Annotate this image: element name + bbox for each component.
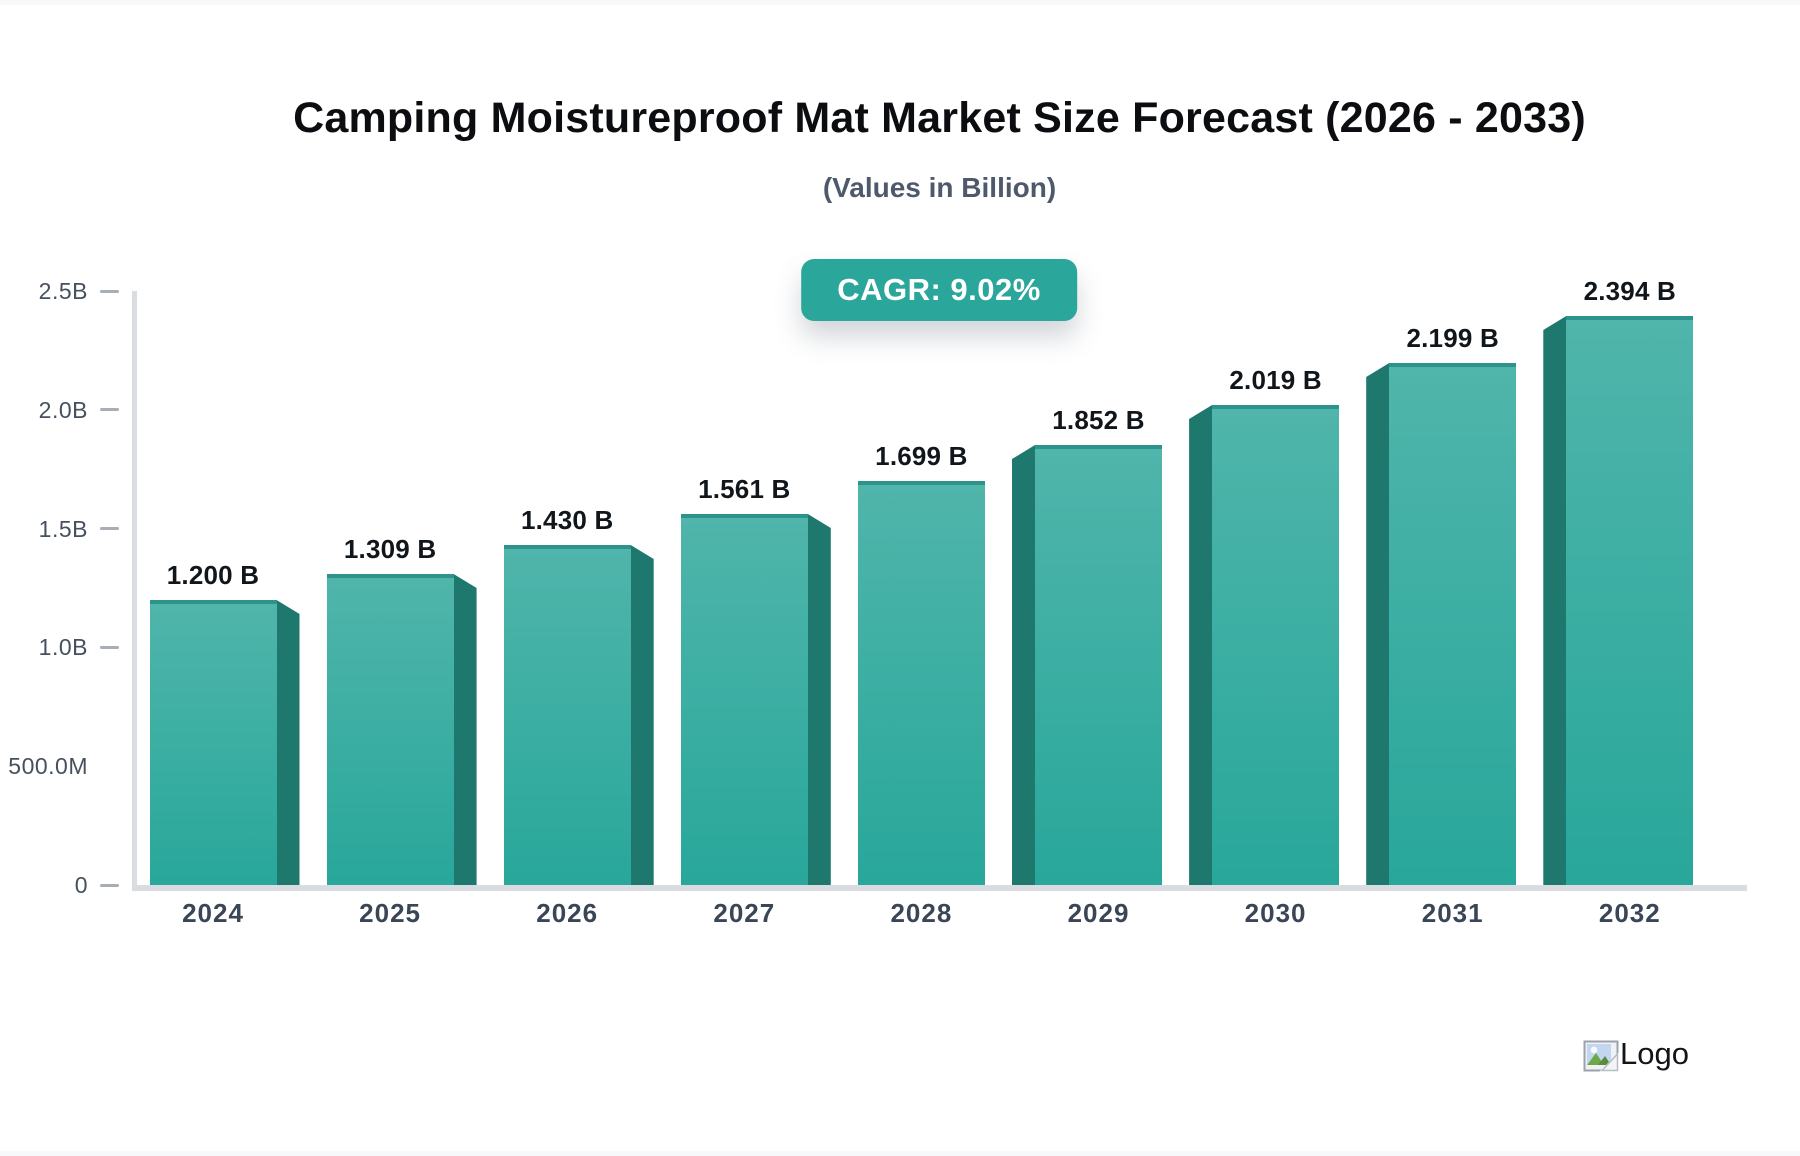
y-tick-label: 2.5B <box>38 278 88 304</box>
broken-image-icon <box>1583 1040 1619 1072</box>
y-tick-dash <box>100 883 119 887</box>
bar-value-label: 1.200 B <box>166 560 260 590</box>
y-tick-label: 0 <box>74 872 88 898</box>
bar-side <box>1012 445 1035 885</box>
x-axis-label: 2027 <box>713 898 776 928</box>
bar-face <box>857 481 985 885</box>
page-top-border <box>0 0 1800 5</box>
cagr-badge: CAGR: 9.02% <box>801 259 1077 321</box>
bar-face <box>1389 363 1517 885</box>
bar-face <box>1566 316 1694 885</box>
page-title: Camping Moistureproof Mat Market Size Fo… <box>293 94 1586 142</box>
x-axis-line <box>132 885 1747 891</box>
y-tick-dash <box>100 527 119 531</box>
bar-side <box>807 514 831 885</box>
bar-face <box>680 514 808 885</box>
x-axis-label: 2029 <box>1067 898 1130 928</box>
bar-face <box>1035 445 1162 885</box>
bar-face <box>149 600 277 885</box>
cagr-badge-label: CAGR: 9.02% <box>837 272 1041 307</box>
logo-text: Logo <box>1620 1036 1689 1071</box>
x-axis-label: 2030 <box>1244 898 1307 928</box>
bar-side <box>1543 316 1567 885</box>
x-axis-label: 2025 <box>359 898 422 928</box>
bar-side <box>1189 405 1213 885</box>
y-tick-dash <box>100 408 119 412</box>
bar-value-label: 1.561 B <box>698 474 791 504</box>
bar-side <box>1366 363 1390 885</box>
page-subtitle: (Values in Billion) <box>822 172 1057 203</box>
x-axis-label: 2031 <box>1421 898 1484 928</box>
y-tick-label: 2.0B <box>38 396 88 423</box>
y-tick-dash <box>100 645 119 649</box>
bar-value-label: 1.430 B <box>520 505 614 535</box>
bar-side <box>276 600 300 885</box>
bar-value-label: 2.394 B <box>1583 276 1677 306</box>
x-axis-label: 2024 <box>182 898 244 928</box>
page-bottom-border <box>0 1151 1800 1156</box>
bar-value-label: 1.309 B <box>343 534 437 564</box>
logo: Logo <box>1583 1036 1689 1072</box>
bar-face <box>1212 405 1340 885</box>
y-tick-label: 1.0B <box>38 634 88 661</box>
bar-value-label: 1.699 B <box>875 441 968 471</box>
bar-side <box>453 574 477 885</box>
bar-face <box>326 574 454 885</box>
x-axis-label: 2032 <box>1598 898 1661 928</box>
bar-value-label: 1.852 B <box>1052 405 1145 435</box>
y-tick-dash <box>100 289 119 293</box>
y-axis-line <box>132 291 137 891</box>
bar-side <box>630 545 654 885</box>
y-tick-label: 1.5B <box>38 515 88 542</box>
x-axis-label: 2028 <box>890 898 953 928</box>
y-tick-label: 500.0M <box>8 753 88 780</box>
bar-face <box>503 545 631 885</box>
bar-value-label: 2.019 B <box>1229 365 1322 395</box>
x-axis-label: 2026 <box>536 898 599 928</box>
bar-value-label: 2.199 B <box>1406 323 1499 353</box>
